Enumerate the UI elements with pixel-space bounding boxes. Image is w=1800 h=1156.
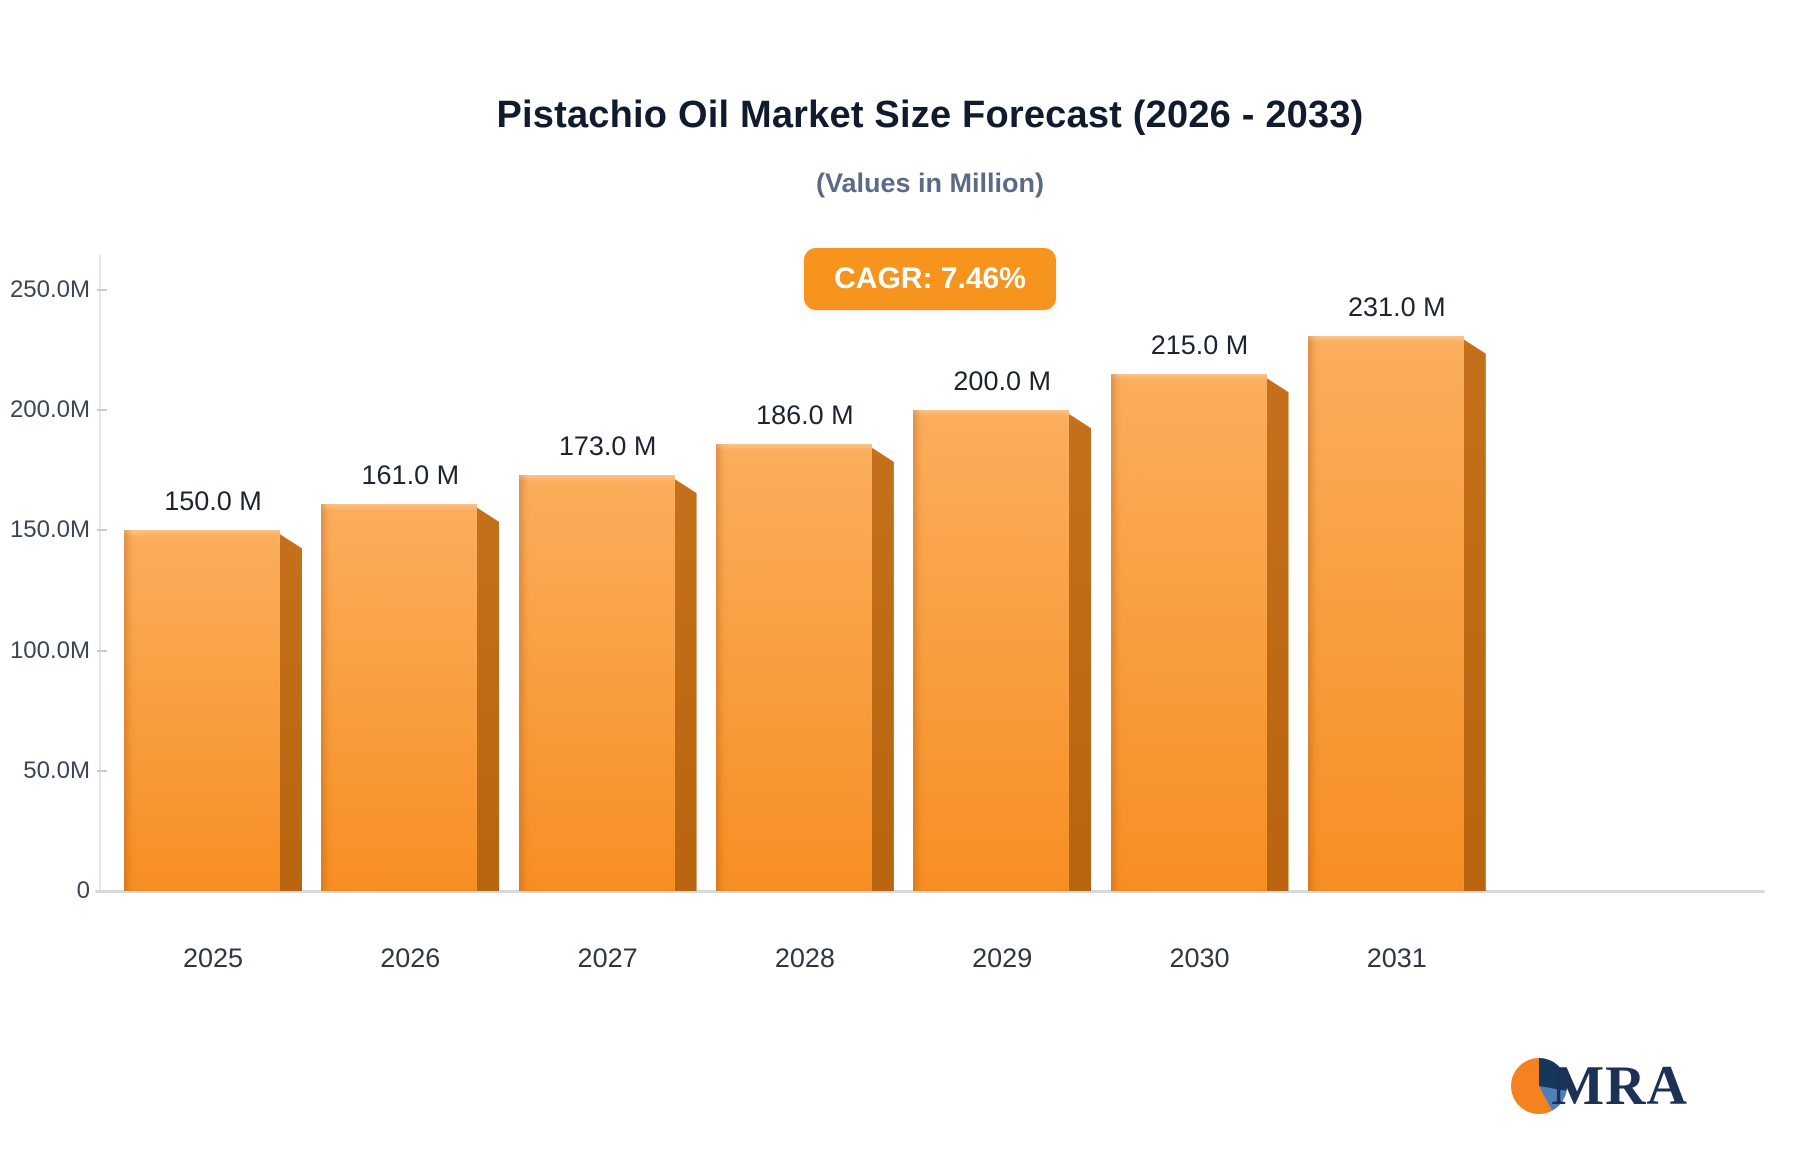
bar-value-label: 215.0 M <box>1150 330 1249 361</box>
bar-value-label: 231.0 M <box>1348 291 1446 322</box>
bar-face <box>518 475 675 891</box>
bar-value-label: 150.0 M <box>164 486 262 517</box>
x-axis-category-label: 2028 <box>774 943 835 973</box>
x-axis-baseline <box>95 890 1765 893</box>
y-axis-tick-mark <box>97 649 107 652</box>
x-axis-category-label: 2031 <box>1366 943 1427 973</box>
bar-value-label: 161.0 M <box>361 459 460 490</box>
bar-face <box>913 410 1070 891</box>
y-axis-tick-mark <box>97 289 107 291</box>
bar-face <box>1307 335 1464 891</box>
y-axis-line <box>99 255 101 891</box>
cagr-badge: CAGR: 7.46% <box>804 248 1056 310</box>
bar: 173.0 M <box>518 431 697 891</box>
y-axis-tick-label: 50.0M <box>23 756 90 784</box>
bar-value-label: 186.0 M <box>756 399 854 430</box>
bar-value-label: 173.0 M <box>558 431 657 462</box>
y-axis-tick-label: 150.0M <box>9 516 90 544</box>
bar: 161.0 M <box>321 460 500 891</box>
y-axis-tick-label: 0 <box>76 877 90 904</box>
x-axis-category-label: 2029 <box>972 943 1033 973</box>
y-axis-tick-mark <box>97 769 107 772</box>
y-axis-tick-label: 200.0M <box>9 396 90 424</box>
chart-subtitle: (Values in Million) <box>815 168 1045 198</box>
pie-logo-icon <box>1511 1058 1568 1114</box>
bar-value-label: 200.0 M <box>953 366 1051 397</box>
bar: 186.0 M <box>715 400 894 891</box>
x-axis-category-label: 2025 <box>182 943 244 973</box>
bar: 200.0 M <box>913 366 1092 891</box>
x-axis-category-label: 2030 <box>1169 943 1230 973</box>
y-axis-tick-mark <box>97 409 107 412</box>
bar-face <box>124 530 280 891</box>
y-axis-tick-label: 250.0M <box>9 276 90 303</box>
bar: 215.0 M <box>1110 330 1289 891</box>
y-axis-tick-mark <box>97 529 107 532</box>
cagr-badge-row: CAGR: 7.46% <box>60 248 1800 310</box>
bar-face <box>715 443 872 891</box>
brand-logo: MRA <box>1511 1058 1688 1114</box>
bar-face <box>321 503 478 891</box>
y-axis-tick-label: 100.0M <box>9 636 90 664</box>
bar: 150.0 M <box>124 486 302 891</box>
bar-face <box>1110 374 1267 891</box>
brand-logo-text: MRA <box>1551 1055 1688 1117</box>
bar: 231.0 M <box>1307 292 1486 891</box>
chart-title: Pistachio Oil Market Size Forecast (2026… <box>496 94 1364 136</box>
x-axis-category-label: 2027 <box>577 943 638 973</box>
x-axis-category-label: 2026 <box>380 943 441 973</box>
